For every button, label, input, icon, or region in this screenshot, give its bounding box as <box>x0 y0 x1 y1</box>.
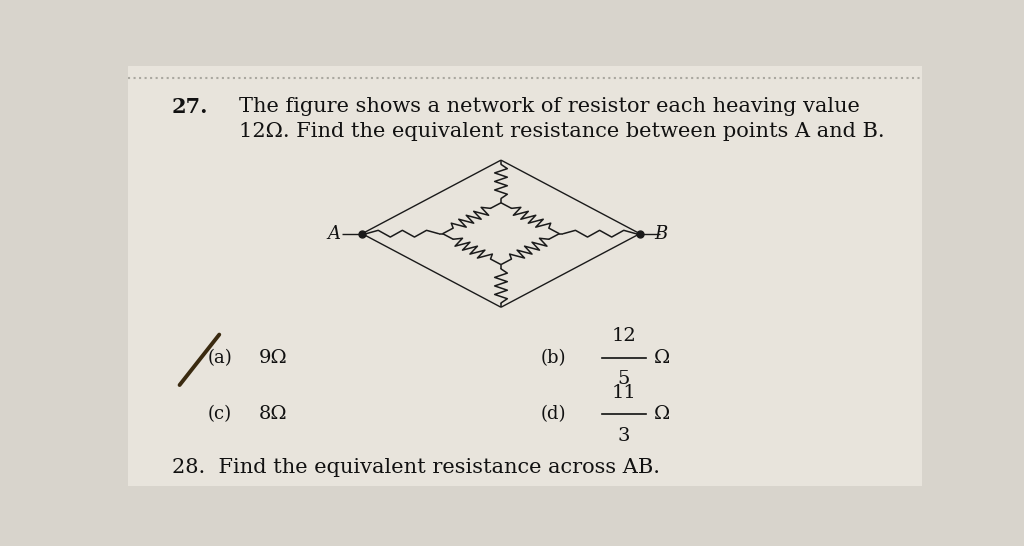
Text: B: B <box>654 225 668 242</box>
Text: 5: 5 <box>617 370 630 388</box>
Text: 9Ω: 9Ω <box>259 349 288 367</box>
Text: Ω: Ω <box>654 349 671 367</box>
Text: A: A <box>327 225 340 242</box>
Text: (b): (b) <box>541 349 566 367</box>
Text: 11: 11 <box>611 384 636 402</box>
Text: Ω: Ω <box>654 406 671 424</box>
Text: 27.: 27. <box>172 97 208 117</box>
Text: (d): (d) <box>541 406 566 424</box>
Text: 8Ω: 8Ω <box>259 406 288 424</box>
Text: 12Ω. Find the equivalent resistance between points A and B.: 12Ω. Find the equivalent resistance betw… <box>240 122 885 141</box>
Text: 12: 12 <box>611 327 636 345</box>
Text: (a): (a) <box>207 349 232 367</box>
Text: 3: 3 <box>617 427 630 445</box>
Text: (c): (c) <box>207 406 231 424</box>
Text: The figure shows a network of resistor each heaving value: The figure shows a network of resistor e… <box>240 97 860 116</box>
Text: 28.  Find the equivalent resistance across AB.: 28. Find the equivalent resistance acros… <box>172 458 659 477</box>
